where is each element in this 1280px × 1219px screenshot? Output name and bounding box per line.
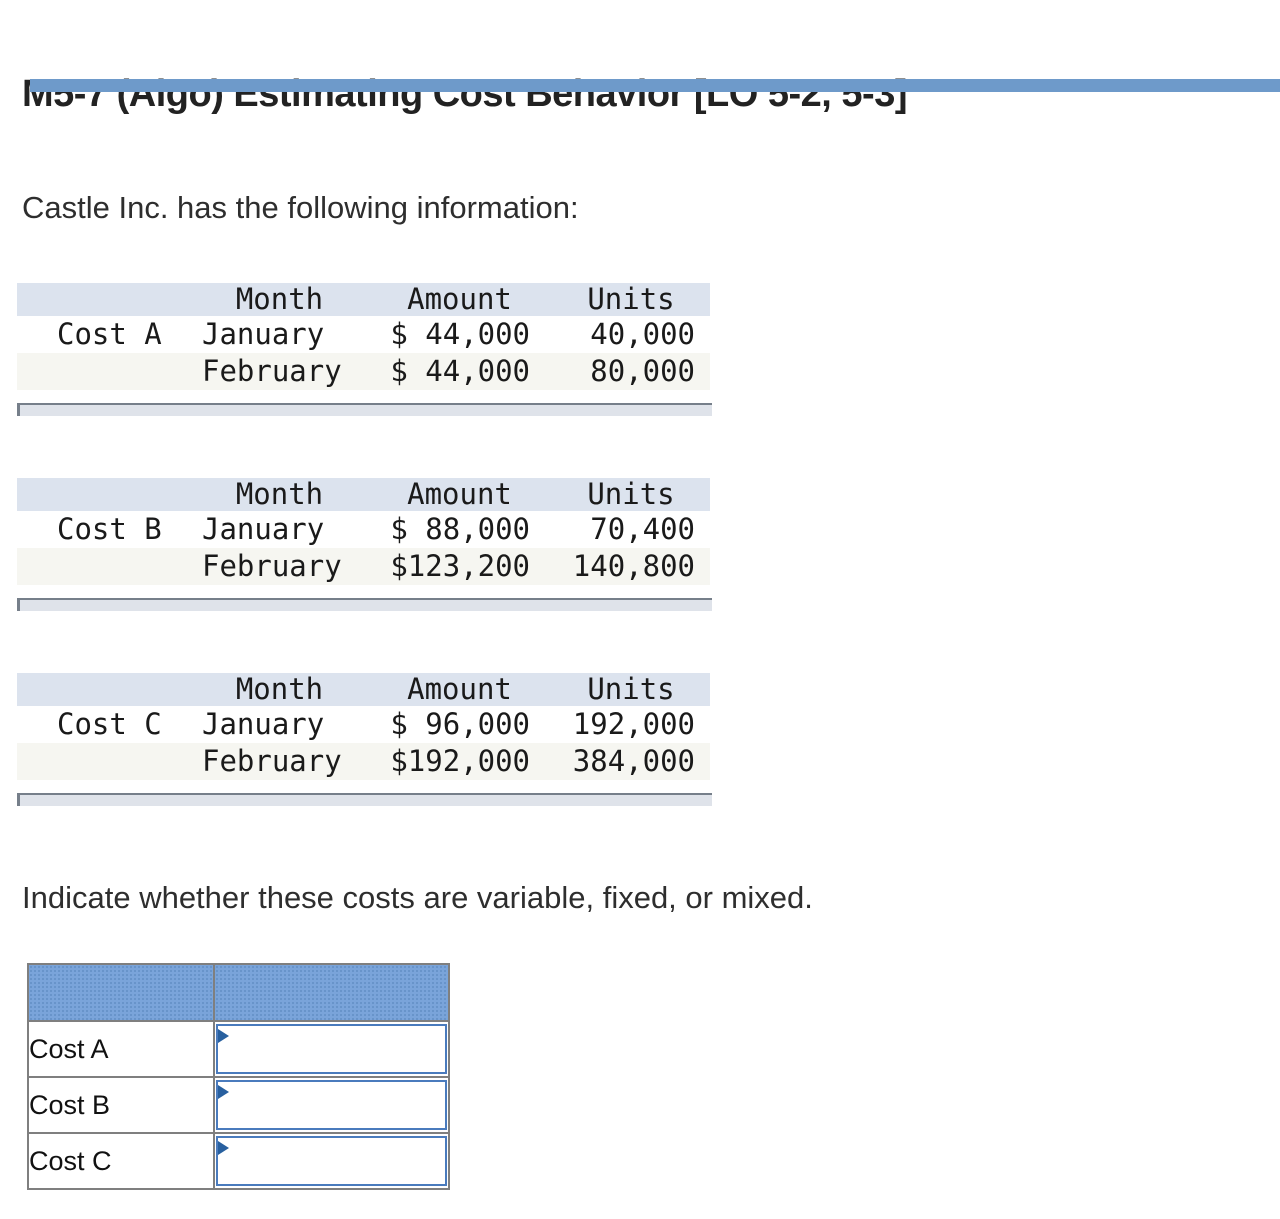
- question-text: Indicate whether these costs are variabl…: [22, 880, 813, 915]
- dropdown-arrow-icon: [218, 1029, 229, 1043]
- table-row: Cost B January $ 88,000 70,400: [17, 511, 710, 548]
- month-cell: January: [202, 317, 325, 351]
- intro-text: Castle Inc. has the following informatio…: [22, 190, 579, 225]
- cost-a-header-row: Month Amount Units: [17, 283, 710, 316]
- answer-header-row: [27, 963, 450, 1022]
- column-header-month: Month: [235, 282, 324, 316]
- table-row: Cost A January $ 44,000 40,000: [17, 316, 710, 353]
- empty-header-cell: [17, 283, 192, 316]
- table-row: February $192,000 384,000: [17, 743, 710, 780]
- answer-header-cell: [213, 963, 450, 1022]
- table-row: February $ 44,000 80,000: [17, 353, 710, 390]
- answer-header-cell: [27, 963, 215, 1022]
- month-cell: January: [202, 707, 325, 741]
- column-header-amount: Amount: [407, 672, 512, 706]
- answer-value-cell: [213, 1076, 450, 1134]
- cost-row-label: Cost C: [57, 707, 162, 741]
- amount-cell: $ 96,000: [390, 707, 530, 741]
- answer-row-label: Cost A: [27, 1020, 215, 1078]
- table-row: Cost C January $ 96,000 192,000: [17, 706, 710, 743]
- table-row: February $123,200 140,800: [17, 548, 710, 585]
- units-cell: 192,000: [572, 707, 695, 741]
- units-cell: 384,000: [572, 744, 695, 778]
- empty-header-cell: [17, 478, 192, 511]
- answer-row-label: Cost C: [27, 1132, 215, 1190]
- cost-c-table: Month Amount Units Cost C January $ 96,0…: [17, 673, 710, 780]
- dropdown-arrow-icon: [218, 1085, 229, 1099]
- cost-b-header-row: Month Amount Units: [17, 478, 710, 511]
- answer-table: Cost A Cost B Cost C: [27, 963, 450, 1190]
- units-cell: 70,400: [590, 512, 695, 546]
- answer-value-cell: [213, 1020, 450, 1078]
- cost-row-label: [17, 743, 192, 780]
- cost-row-label: [17, 548, 192, 585]
- answer-row-cost-b: Cost B: [27, 1076, 450, 1134]
- answer-row-cost-a: Cost A: [27, 1020, 450, 1078]
- cost-row-label: Cost B: [57, 512, 162, 546]
- column-header-month: Month: [235, 477, 324, 511]
- amount-cell: $123,200: [390, 549, 530, 583]
- cost-c-header-row: Month Amount Units: [17, 673, 710, 706]
- horizontal-scrollbar[interactable]: [17, 598, 712, 611]
- column-header-units: Units: [587, 477, 675, 511]
- empty-header-cell: [17, 673, 192, 706]
- units-cell: 80,000: [590, 354, 695, 388]
- month-cell: February: [202, 744, 342, 778]
- amount-cell: $ 44,000: [390, 354, 530, 388]
- amount-cell: $ 44,000: [390, 317, 530, 351]
- amount-cell: $ 88,000: [390, 512, 530, 546]
- answer-value-cell: [213, 1132, 450, 1190]
- column-header-amount: Amount: [407, 477, 512, 511]
- cost-b-behavior-dropdown[interactable]: [216, 1080, 447, 1130]
- cost-a-table: Month Amount Units Cost A January $ 44,0…: [17, 283, 710, 390]
- month-cell: February: [202, 549, 342, 583]
- units-cell: 40,000: [590, 317, 695, 351]
- cost-row-label: [17, 353, 192, 390]
- cost-c-behavior-dropdown[interactable]: [216, 1136, 447, 1186]
- amount-cell: $192,000: [390, 744, 530, 778]
- column-header-units: Units: [587, 672, 675, 706]
- horizontal-scrollbar[interactable]: [17, 403, 712, 416]
- cost-b-table: Month Amount Units Cost B January $ 88,0…: [17, 478, 710, 585]
- month-cell: January: [202, 512, 325, 546]
- cost-a-behavior-dropdown[interactable]: [216, 1024, 447, 1074]
- horizontal-scrollbar[interactable]: [17, 793, 712, 806]
- cost-row-label: Cost A: [57, 317, 162, 351]
- answer-row-label: Cost B: [27, 1076, 215, 1134]
- dropdown-arrow-icon: [218, 1141, 229, 1155]
- column-header-amount: Amount: [407, 282, 512, 316]
- column-header-units: Units: [587, 282, 675, 316]
- top-blue-bar: [30, 79, 1280, 92]
- column-header-month: Month: [235, 672, 324, 706]
- answer-row-cost-c: Cost C: [27, 1132, 450, 1190]
- month-cell: February: [202, 354, 342, 388]
- units-cell: 140,800: [572, 549, 695, 583]
